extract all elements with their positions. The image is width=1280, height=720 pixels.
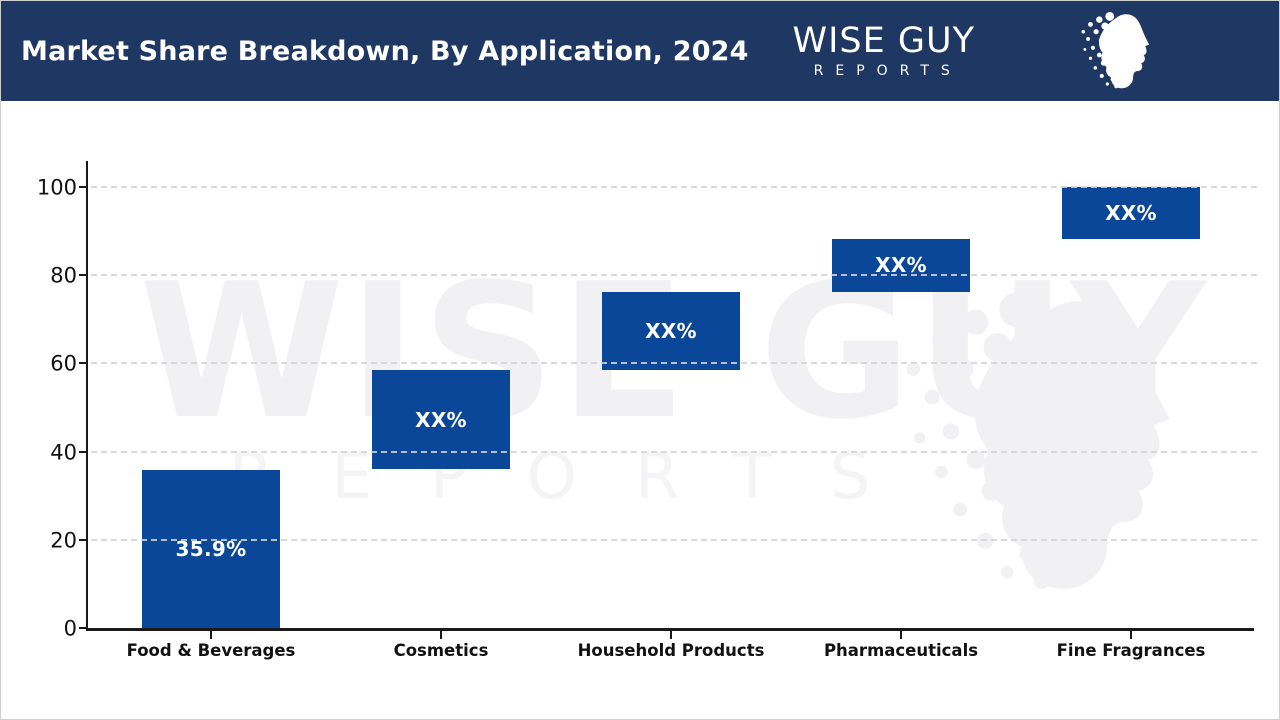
bar-segment: XX%: [372, 370, 510, 469]
dotted-face-logo-icon: [963, 10, 1263, 92]
bar-value-label: XX%: [1105, 200, 1157, 225]
header-bar: Market Share Breakdown, By Application, …: [1, 1, 1279, 101]
bar-segment: 35.9%: [142, 469, 280, 628]
x-category-label: Fine Fragrances: [1056, 641, 1206, 660]
x-axis-tick: [1130, 630, 1132, 639]
y-gridline: [91, 450, 1257, 453]
page-title: Market Share Breakdown, By Application, …: [21, 35, 749, 67]
plot-area: WISE GUY REPORTS 0 20 40 60 80 100 35.9% Food &…: [1, 101, 1279, 719]
bar-segment: XX%: [832, 238, 970, 292]
y-axis-tick: [79, 186, 88, 188]
x-axis-line: [86, 628, 1254, 631]
x-axis-tick: [440, 630, 442, 639]
bar-value-label: XX%: [875, 253, 927, 278]
bar-segment: XX%: [602, 291, 740, 371]
logo-wordmark: WISE GUY: [792, 21, 975, 61]
y-gridline: [91, 186, 1257, 188]
y-gridline: [91, 362, 1257, 365]
y-tick-label: 20: [50, 528, 77, 553]
x-axis-tick: [670, 630, 672, 639]
y-axis-tick: [79, 362, 88, 365]
x-category-label: Pharmaceuticals: [823, 641, 979, 660]
y-axis-line: [86, 161, 88, 631]
y-tick-label: 100: [36, 175, 77, 200]
y-gridline: [91, 274, 1257, 277]
bar-value-label: XX%: [645, 319, 697, 344]
y-tick-label: 40: [50, 440, 77, 465]
x-axis-tick: [900, 630, 902, 639]
x-axis-tick: [210, 630, 212, 639]
logo-subtitle: REPORTS: [813, 63, 962, 79]
x-category-label: Cosmetics: [393, 641, 489, 660]
y-axis-tick: [79, 538, 88, 541]
logo-text: WISE GUY REPORTS: [792, 21, 975, 79]
bar-value-label: 35.9%: [175, 536, 247, 561]
y-axis-tick: [79, 627, 88, 629]
watermark-subtitle: REPORTS: [229, 440, 929, 514]
y-axis-tick: [79, 274, 88, 277]
bar-segment: XX%: [1062, 186, 1200, 239]
x-category-label: Food & Beverages: [126, 641, 296, 660]
y-axis-tick: [79, 450, 88, 453]
wise-guy-reports-logo: WISE GUY REPORTS: [792, 10, 1263, 92]
y-tick-label: 60: [50, 351, 77, 376]
bar-value-label: XX%: [415, 407, 467, 432]
y-tick-label: 0: [63, 616, 77, 641]
y-tick-label: 80: [50, 263, 77, 288]
x-category-label: Household Products: [577, 641, 765, 660]
y-gridline: [91, 538, 1257, 541]
